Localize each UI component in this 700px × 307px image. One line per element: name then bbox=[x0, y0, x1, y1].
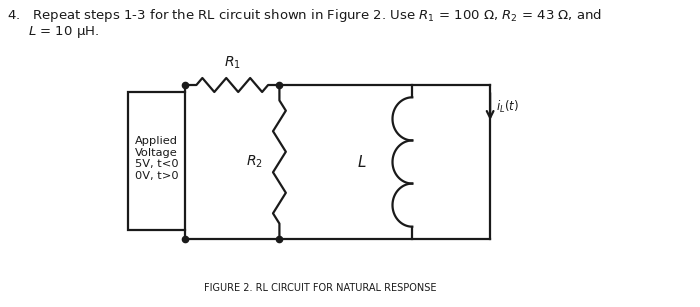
Text: $i_L(t)$: $i_L(t)$ bbox=[496, 99, 519, 115]
Text: $L$: $L$ bbox=[357, 154, 367, 170]
Text: Applied
Voltage
5V, t<0
0V, t>0: Applied Voltage 5V, t<0 0V, t>0 bbox=[135, 136, 178, 181]
Text: 4.   Repeat steps 1-3 for the RL circuit shown in Figure 2. Use $R_1$ = 100 Ω, $: 4. Repeat steps 1-3 for the RL circuit s… bbox=[7, 7, 602, 24]
Text: FIGURE 2. RL CIRCUIT FOR NATURAL RESPONSE: FIGURE 2. RL CIRCUIT FOR NATURAL RESPONS… bbox=[204, 283, 437, 293]
Text: $R_1$: $R_1$ bbox=[224, 55, 241, 71]
Text: $L$ = 10 μH.: $L$ = 10 μH. bbox=[7, 24, 99, 40]
Text: $R_2$: $R_2$ bbox=[246, 154, 263, 170]
Bar bbox=[128, 92, 185, 230]
